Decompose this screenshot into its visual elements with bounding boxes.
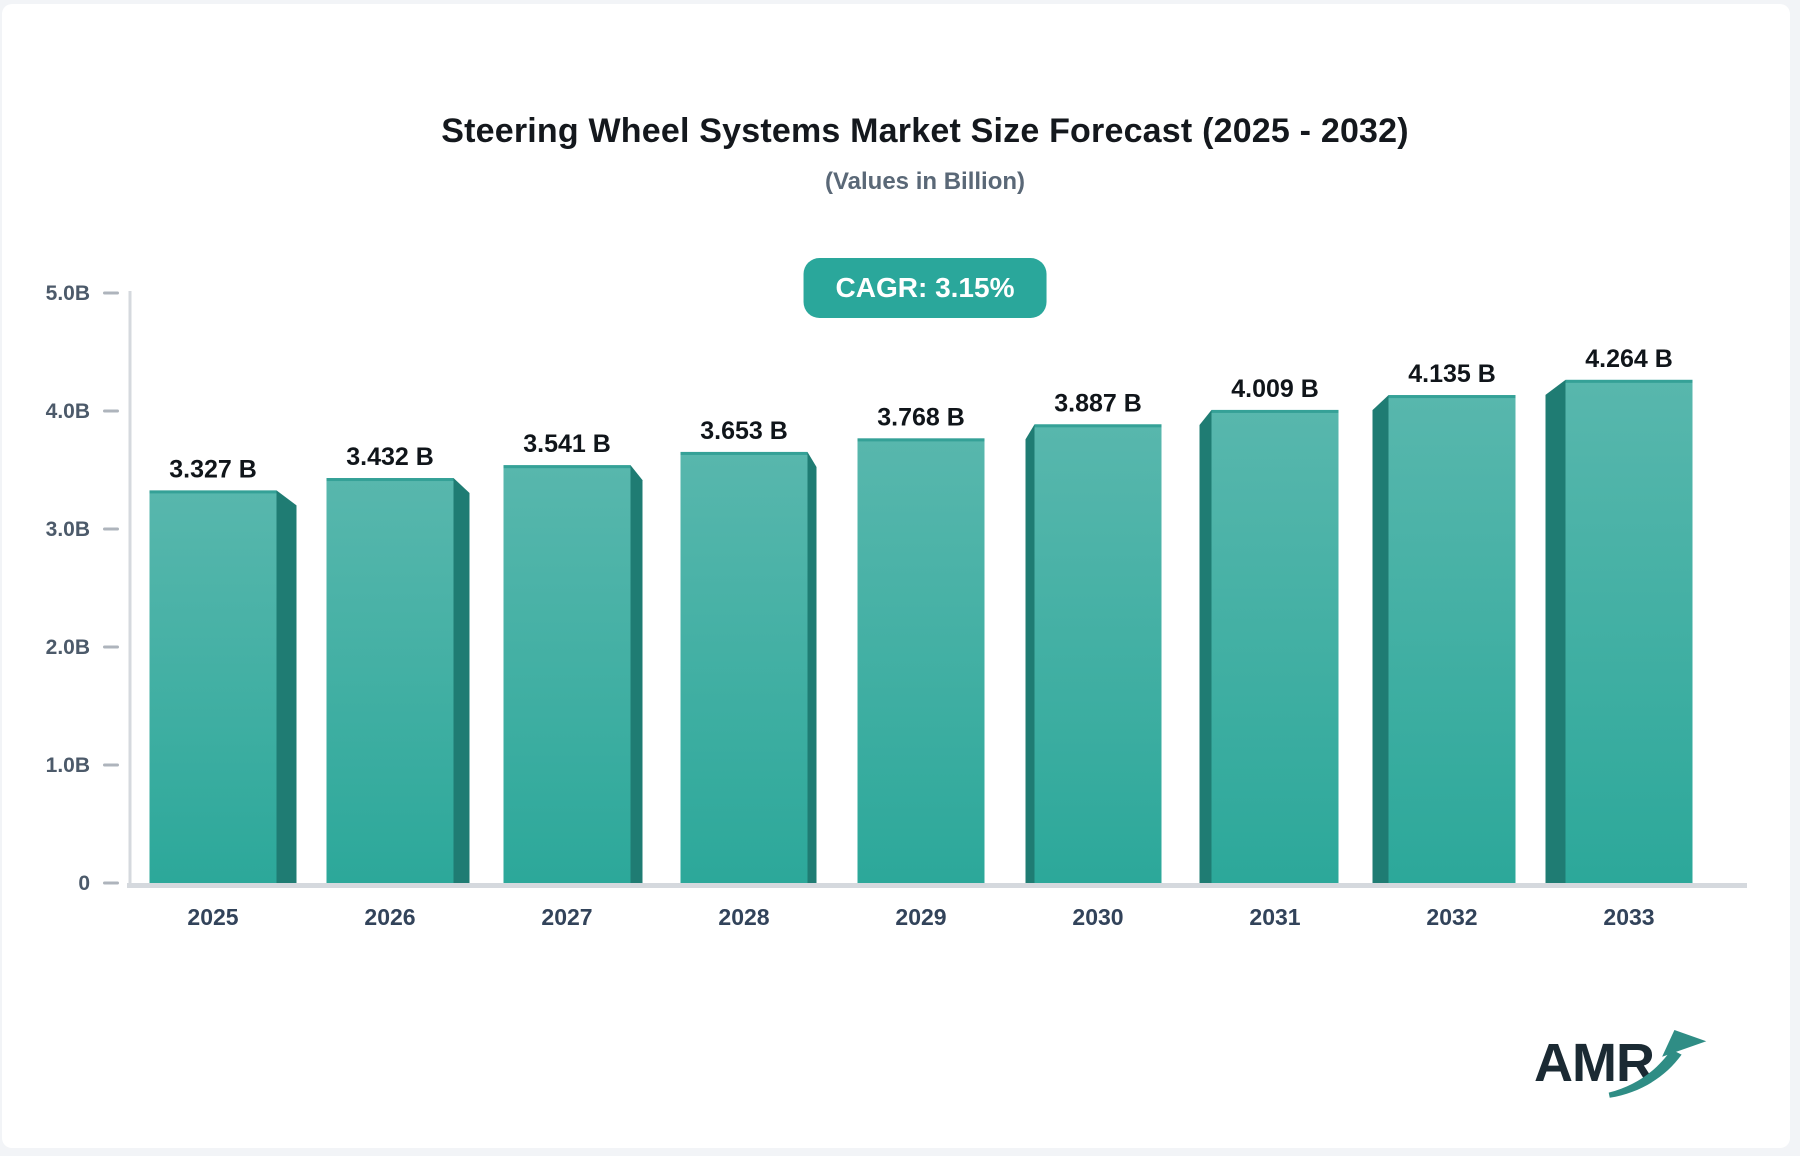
growth-arrow-icon bbox=[1608, 1030, 1707, 1098]
x-axis-line bbox=[127, 883, 1747, 888]
y-axis-label: 1.0B bbox=[46, 754, 90, 777]
y-axis-tick bbox=[103, 881, 119, 885]
x-axis-label: 2026 bbox=[364, 904, 415, 930]
bar-side-face bbox=[1372, 395, 1389, 883]
bar-group: 3.653 B bbox=[680, 417, 817, 883]
bar-top-edge bbox=[326, 478, 454, 482]
bar-top-edge bbox=[680, 451, 808, 455]
x-axis-label: 2030 bbox=[1072, 904, 1123, 930]
bar-group: 3.768 B bbox=[857, 403, 985, 883]
bar-top-edge bbox=[1565, 379, 1693, 383]
bar-value-label: 3.541 B bbox=[523, 430, 611, 458]
bar-group: 3.541 B bbox=[503, 430, 643, 883]
cagr-badge: CAGR: 3.15% bbox=[803, 258, 1047, 318]
bar-group: 4.009 B bbox=[1199, 375, 1339, 883]
bar-top-edge bbox=[503, 465, 631, 469]
logo-text: AMR bbox=[1534, 1033, 1655, 1093]
x-axis-label: 2033 bbox=[1603, 904, 1654, 930]
y-axis-tick bbox=[103, 763, 119, 767]
bar-group: 3.327 B bbox=[149, 455, 297, 883]
bar-value-label: 3.887 B bbox=[1054, 389, 1142, 417]
bar-side-face bbox=[1199, 409, 1212, 883]
bar-group: 3.432 B bbox=[326, 443, 470, 883]
bar bbox=[857, 438, 985, 883]
bar-side-face bbox=[1025, 424, 1035, 883]
y-axis-tick bbox=[103, 645, 119, 649]
bar-group: 4.135 B bbox=[1372, 360, 1516, 883]
bar-top-edge bbox=[1034, 424, 1162, 428]
bar bbox=[326, 478, 454, 883]
y-axis-label: 0 bbox=[78, 872, 90, 895]
bar-value-label: 3.432 B bbox=[346, 443, 434, 471]
chart-title: Steering Wheel Systems Market Size Forec… bbox=[441, 112, 1409, 150]
x-axis-label: 2029 bbox=[895, 904, 946, 930]
y-axis-line bbox=[128, 291, 132, 888]
bar-top-edge bbox=[1388, 395, 1516, 399]
bar-side-face bbox=[276, 490, 297, 883]
bar-side-face bbox=[1545, 379, 1566, 883]
bar-value-label: 4.264 B bbox=[1585, 345, 1673, 373]
bar-top-edge bbox=[149, 490, 277, 494]
y-axis-label: 3.0B bbox=[46, 518, 90, 541]
x-axis-label: 2028 bbox=[718, 904, 769, 930]
bar-group: 4.264 B bbox=[1545, 345, 1693, 883]
bar bbox=[503, 465, 631, 883]
bar bbox=[1211, 409, 1339, 883]
y-axis-tick bbox=[103, 527, 119, 531]
y-axis-tick bbox=[103, 409, 119, 413]
bar-value-label: 3.653 B bbox=[700, 417, 788, 445]
arrow-head bbox=[1662, 1030, 1707, 1057]
chart-subtitle: (Values in Billion) bbox=[824, 168, 1026, 195]
x-axis-label: 2031 bbox=[1249, 904, 1300, 930]
y-axis-tick bbox=[103, 291, 119, 295]
bar-side-face bbox=[630, 465, 643, 883]
bar-top-edge bbox=[857, 438, 985, 442]
bar-value-label: 3.768 B bbox=[877, 403, 965, 431]
bar-value-label: 3.327 B bbox=[169, 455, 257, 483]
y-axis-label: 2.0B bbox=[46, 636, 90, 659]
bar-value-label: 4.135 B bbox=[1408, 360, 1496, 388]
y-axis-label: 4.0B bbox=[46, 400, 90, 423]
arrow-swoosh bbox=[1608, 1049, 1682, 1098]
x-axis-label: 2025 bbox=[187, 904, 238, 930]
y-axis-label: 5.0B bbox=[46, 282, 90, 305]
x-axis-label: 2032 bbox=[1426, 904, 1477, 930]
bar bbox=[1034, 424, 1162, 883]
bar-top-edge bbox=[1211, 409, 1339, 413]
bar bbox=[149, 490, 277, 883]
bar-value-label: 4.009 B bbox=[1231, 375, 1319, 403]
x-axis-label: 2027 bbox=[541, 904, 592, 930]
bar bbox=[1565, 379, 1693, 883]
bar-side-face bbox=[453, 478, 470, 883]
bar-group: 3.887 B bbox=[1025, 389, 1162, 883]
bar bbox=[1388, 395, 1516, 883]
bar bbox=[680, 451, 808, 883]
bar-side-face bbox=[807, 451, 817, 883]
amr-logo: AMR bbox=[1534, 1030, 1724, 1116]
